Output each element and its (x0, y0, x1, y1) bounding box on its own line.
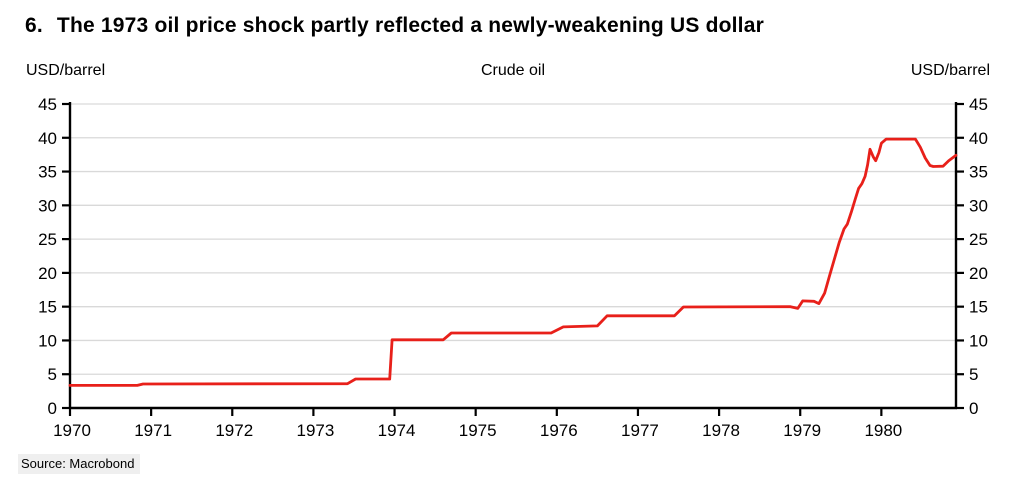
y-tick-label-left: 25 (38, 230, 57, 249)
y-tick-label-left: 40 (38, 129, 57, 148)
page-title: 6. The 1973 oil price shock partly reflec… (25, 14, 764, 38)
x-tick-label: 1973 (296, 421, 334, 440)
y-tick-label-right: 0 (969, 399, 978, 418)
y-tick-label-right: 30 (969, 196, 988, 215)
y-tick-label-right: 25 (969, 230, 988, 249)
y-tick-label-right: 20 (969, 264, 988, 283)
x-tick-label: 1972 (215, 421, 253, 440)
y-tick-label-right: 40 (969, 129, 988, 148)
x-tick-label: 1970 (53, 421, 91, 440)
title-number: 6. (25, 14, 43, 37)
y-tick-label-left: 45 (38, 95, 57, 114)
crude-oil-price-line (68, 137, 958, 387)
y-tick-label-left: 5 (48, 365, 57, 384)
y-tick-label-right: 10 (969, 331, 988, 350)
right-axis-units-label: USD/barrel (910, 62, 990, 79)
chart-title: Crude oil (480, 62, 546, 79)
y-tick-label-right: 35 (969, 163, 988, 182)
title-text: The 1973 oil price shock partly reflecte… (56, 14, 764, 37)
x-tick-label: 1974 (378, 421, 416, 440)
y-tick-label-left: 35 (38, 163, 57, 182)
y-tick-label-left: 30 (38, 196, 57, 215)
x-tick-label: 1978 (702, 421, 740, 440)
x-tick-label: 1980 (864, 421, 902, 440)
x-tick-label: 1976 (540, 421, 578, 440)
source-note: Source: Macrobond (18, 454, 141, 474)
left-axis-units-label: USD/barrel (26, 62, 106, 79)
y-tick-label-left: 20 (38, 264, 57, 283)
x-tick-label: 1975 (459, 421, 497, 440)
y-tick-label-left: 15 (38, 298, 57, 317)
y-tick-label-left: 10 (38, 331, 57, 350)
x-tick-label: 1977 (621, 421, 659, 440)
y-tick-label-right: 5 (969, 365, 978, 384)
y-tick-label-right: 15 (969, 298, 988, 317)
x-tick-label: 1979 (783, 421, 821, 440)
y-tick-label-right: 45 (969, 95, 988, 114)
y-tick-label-left: 0 (48, 399, 57, 418)
x-tick-label: 1971 (134, 421, 172, 440)
